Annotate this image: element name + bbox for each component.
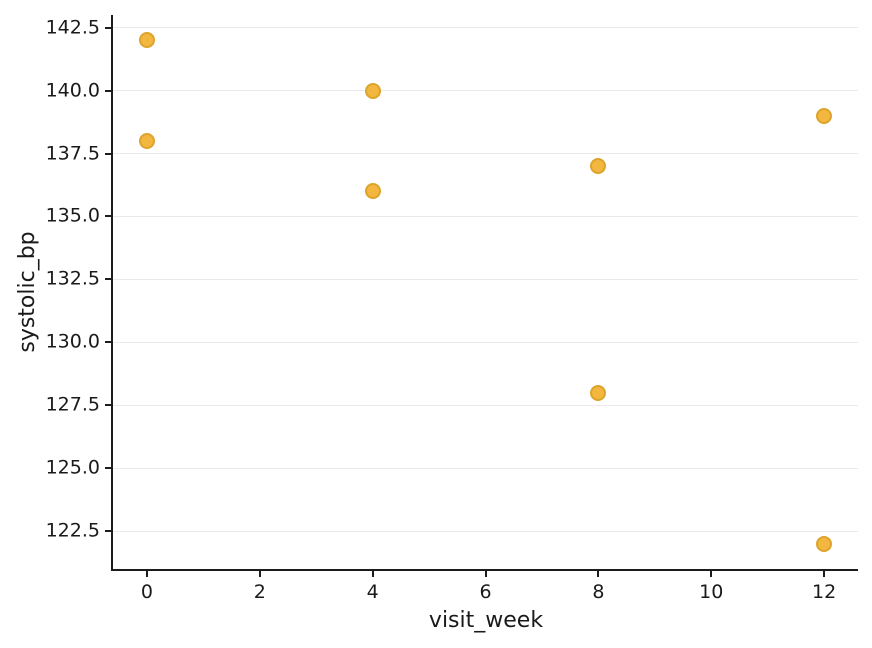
data-point	[138, 32, 155, 49]
y-gridline	[113, 341, 858, 343]
y-tick-label: 142.5	[45, 16, 100, 39]
x-tick-label: 8	[592, 581, 605, 603]
x-axis-label: visit_week	[428, 608, 544, 633]
y-tick-label: 130.0	[45, 330, 100, 353]
y-tick-label: 122.5	[45, 519, 100, 542]
x-tick-mark	[710, 571, 713, 577]
x-tick-label: 4	[366, 581, 379, 603]
y-gridline	[113, 467, 858, 469]
data-point	[590, 384, 607, 401]
x-tick-mark	[145, 571, 148, 577]
x-tick-label: 12	[812, 581, 837, 603]
y-tick-label: 137.5	[45, 142, 100, 164]
y-tick-mark	[105, 404, 111, 407]
y-tick-mark	[105, 152, 111, 155]
y-tick-label: 127.5	[45, 393, 100, 416]
y-axis-spine	[111, 15, 113, 571]
x-tick-mark	[371, 571, 374, 577]
x-tick-mark	[484, 571, 487, 577]
y-tick-mark	[105, 467, 111, 470]
y-tick-mark	[105, 530, 111, 533]
x-axis-spine	[111, 569, 858, 571]
data-point	[816, 535, 833, 552]
x-tick-mark	[597, 571, 600, 577]
plot-area	[113, 15, 858, 569]
y-gridline	[113, 27, 858, 29]
y-tick-label: 140.0	[45, 79, 100, 102]
y-tick-mark	[105, 89, 111, 92]
y-gridline	[113, 530, 858, 532]
y-gridline	[113, 153, 858, 154]
y-tick-mark	[105, 278, 111, 281]
y-tick-mark	[105, 26, 111, 29]
data-point	[364, 183, 381, 200]
data-point	[816, 107, 833, 124]
data-point	[138, 132, 155, 149]
y-gridline	[113, 404, 858, 406]
x-tick-label: 6	[479, 581, 492, 603]
y-gridline	[113, 278, 858, 280]
x-tick-mark	[823, 571, 826, 577]
y-tick-label: 135.0	[45, 204, 100, 227]
x-tick-mark	[258, 571, 261, 577]
y-tick-label: 125.0	[45, 456, 100, 479]
x-tick-label: 10	[699, 581, 724, 603]
x-tick-label: 0	[140, 581, 153, 603]
data-point	[590, 158, 607, 175]
x-tick-label: 2	[253, 581, 266, 603]
y-tick-mark	[105, 215, 111, 218]
data-point	[364, 82, 381, 99]
y-tick-mark	[105, 341, 111, 344]
y-gridline	[113, 90, 858, 92]
y-gridline	[113, 215, 858, 217]
y-tick-label: 132.5	[45, 267, 100, 290]
